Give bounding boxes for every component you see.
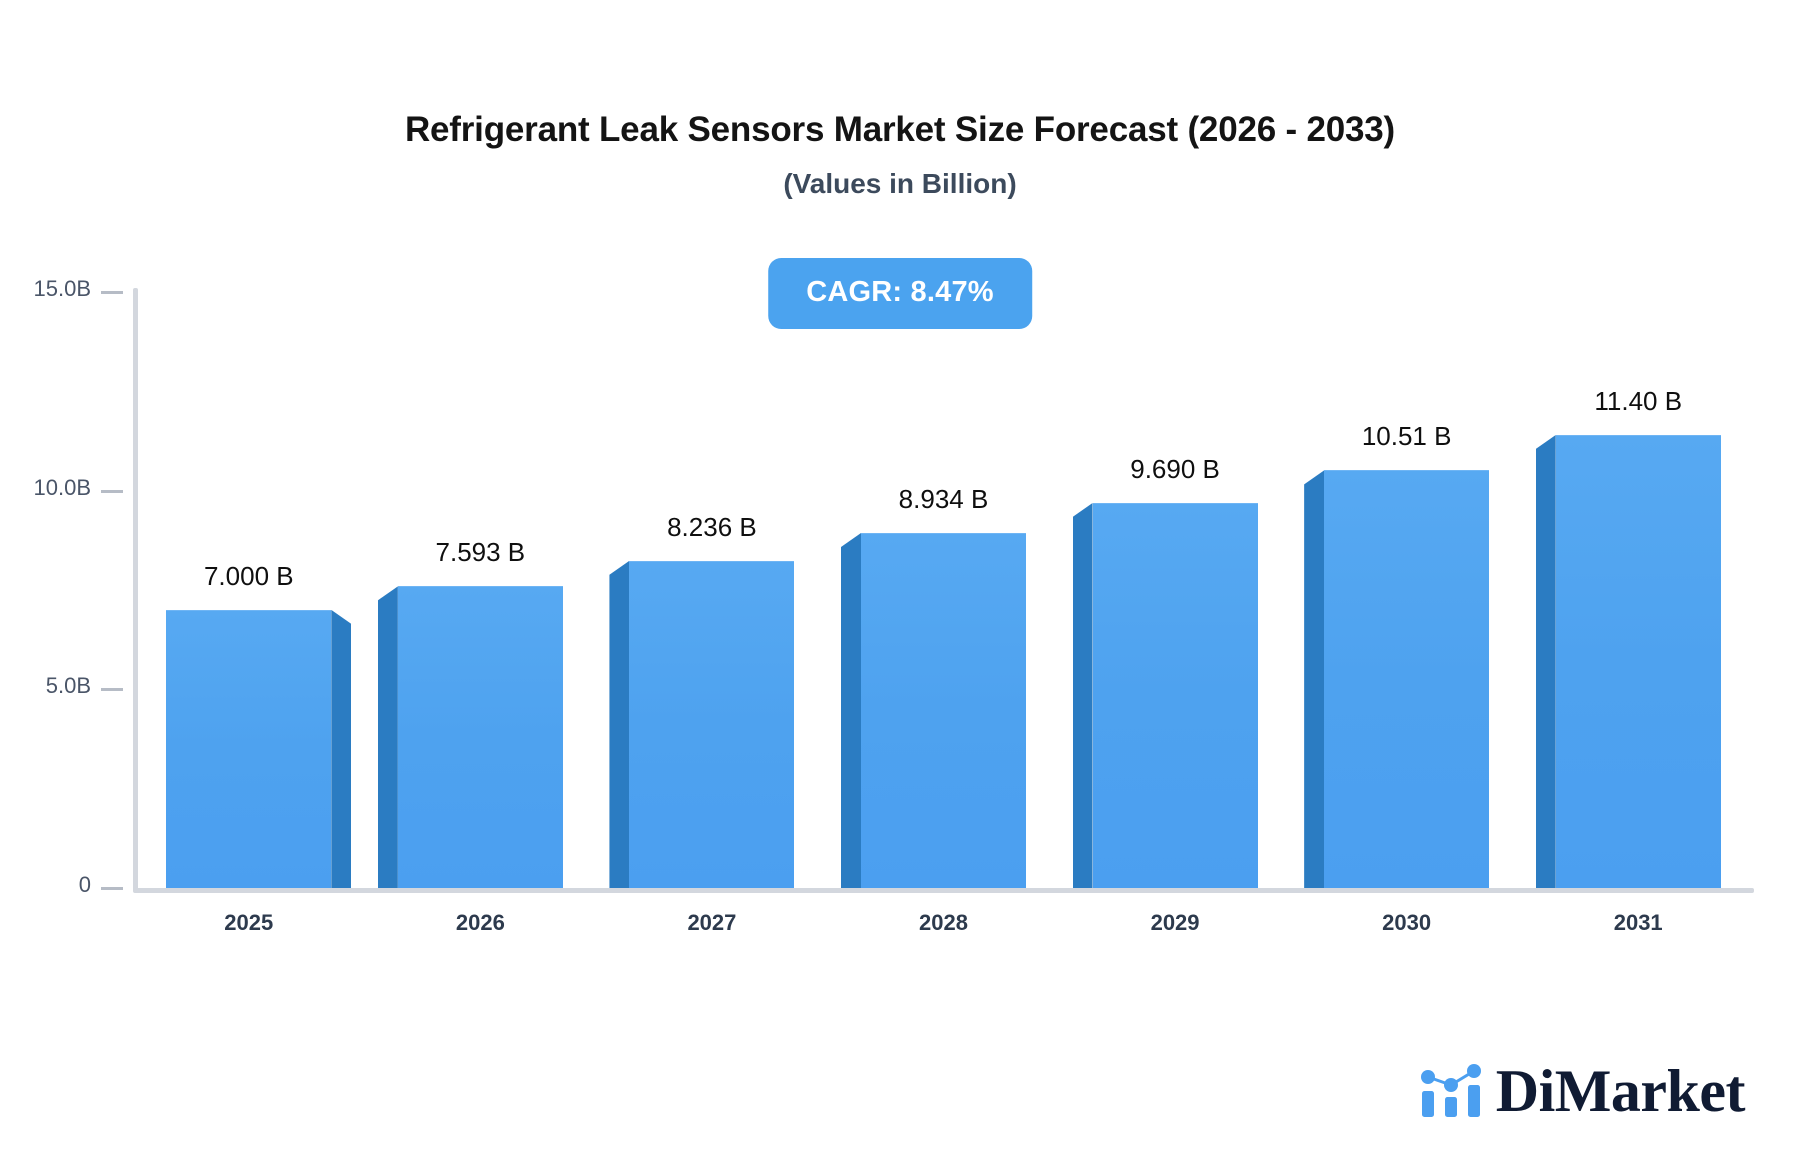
x-axis-tick-label: 2027 [687, 910, 737, 935]
bar-group[interactable]: 8.236 B 2027 [609, 0, 795, 1156]
dimarket-logo: DiMarket [1420, 1058, 1746, 1124]
bar-group[interactable]: 9.690 B 2029 [1072, 0, 1258, 1156]
x-axis-tick-label: 2031 [1613, 910, 1663, 935]
bar-side-face [1072, 502, 1093, 888]
bar-value-label: 9.690 B [1130, 453, 1220, 484]
y-axis-tick-mark [101, 489, 123, 493]
bar-group[interactable]: 7.000 B 2025 [166, 0, 352, 1156]
bar[interactable] [841, 533, 1026, 888]
y-axis-tick-mark [101, 688, 123, 692]
bar[interactable] [377, 586, 563, 888]
bar-value-label: 7.000 B [203, 560, 294, 591]
bar[interactable] [166, 609, 352, 888]
y-axis-tick-mark [101, 887, 123, 890]
y-axis-tick-mark [101, 291, 123, 294]
y-axis-tick-label: 15.0B [33, 276, 92, 301]
x-axis-tick-label: 2028 [919, 910, 968, 935]
bar-front-face [397, 586, 563, 888]
bar-side-face [1535, 435, 1556, 888]
bar-chart-icon [1420, 1064, 1481, 1117]
y-axis-line [133, 288, 138, 892]
bar[interactable] [1304, 470, 1490, 888]
bar-group[interactable]: 11.40 B 2031 [1535, 0, 1721, 1156]
bar-value-label: 10.51 B [1361, 421, 1452, 452]
page-title: Refrigerant Leak Sensors Market Size For… [404, 110, 1396, 149]
cagr-badge: CAGR: 8.47% [768, 258, 1032, 329]
bar-front-face [1324, 470, 1490, 888]
y-axis-tick-label: 0 [78, 872, 91, 897]
x-axis-tick-label: 2025 [224, 910, 274, 935]
bar-group[interactable]: 8.934 B 2028 [841, 0, 1026, 1156]
bar[interactable] [609, 560, 795, 888]
bar-side-face [841, 533, 861, 888]
bar-value-label: 11.40 B [1594, 386, 1683, 417]
bar-side-face [609, 560, 630, 888]
bar-side-face [1304, 470, 1325, 888]
bar-front-face [1092, 502, 1258, 888]
title-block: Refrigerant Leak Sensors Market Size For… [0, 110, 1800, 200]
bar[interactable] [1072, 502, 1258, 888]
x-axis-tick-label: 2029 [1150, 910, 1200, 935]
y-axis-tick-label: 5.0B [45, 673, 91, 699]
bars-layer: 7.000 B 2025 7.593 B 2026 8.236 B 2027 8.934 B… [133, 0, 1754, 1156]
y-axis-tick-label: 10.0B [33, 474, 92, 500]
logo-text: DiMarket [1495, 1058, 1746, 1124]
bar-group[interactable]: 7.593 B 2026 [377, 0, 563, 1156]
bar-value-label: 8.236 B [667, 511, 757, 542]
x-axis-line [133, 888, 1754, 893]
x-axis-tick-label: 2030 [1382, 910, 1432, 935]
bar-front-face [166, 609, 332, 888]
chart-subtitle: (Values in Billion) [783, 168, 1017, 200]
bar-side-face [331, 609, 352, 888]
x-axis-tick-label: 2026 [455, 910, 505, 935]
bar-group[interactable]: 10.51 B 2030 [1304, 0, 1490, 1156]
bar-front-face [1555, 435, 1721, 888]
bar-front-face [629, 560, 795, 888]
bar[interactable] [1535, 435, 1721, 888]
bar-side-face [377, 586, 398, 888]
bar-front-face [861, 533, 1026, 888]
bar-value-label: 8.934 B [898, 484, 989, 515]
bar-value-label: 7.593 B [435, 537, 526, 568]
